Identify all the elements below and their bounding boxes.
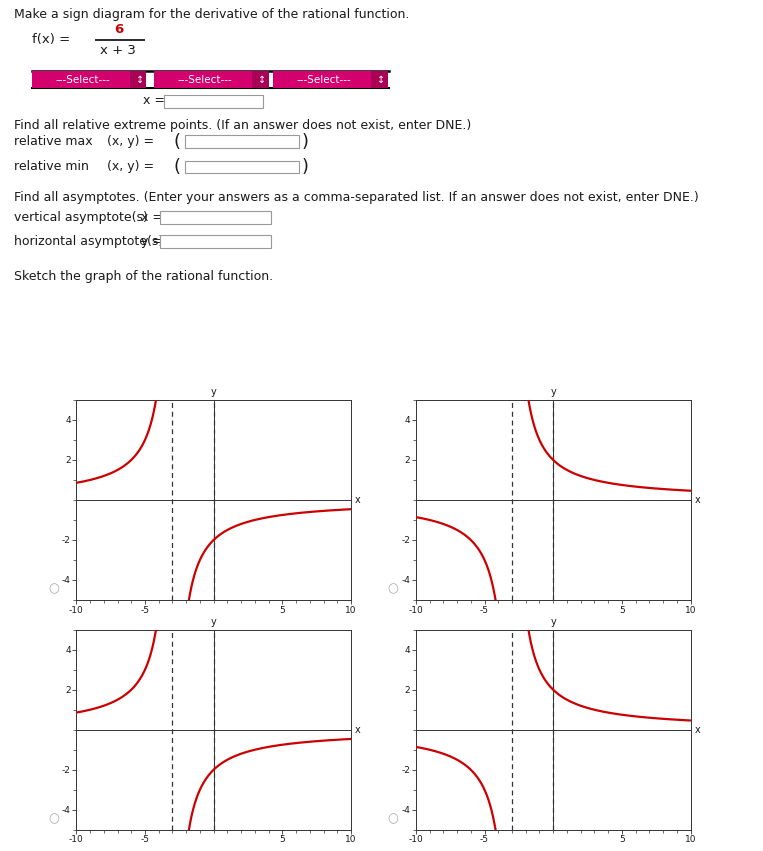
Text: y =: y = [141, 235, 163, 248]
Text: 6: 6 [114, 23, 123, 37]
Text: ↕: ↕ [136, 75, 144, 84]
Text: ○: ○ [388, 813, 398, 825]
Text: f(x) =: f(x) = [32, 33, 70, 46]
Text: y: y [211, 617, 217, 626]
Text: x =: x = [143, 94, 166, 107]
FancyBboxPatch shape [160, 235, 271, 248]
FancyBboxPatch shape [371, 71, 388, 88]
Text: ○: ○ [388, 583, 398, 596]
Text: Find all asymptotes. (Enter your answers as a comma-separated list. If an answer: Find all asymptotes. (Enter your answers… [14, 191, 698, 203]
Text: (: ( [173, 133, 181, 151]
FancyBboxPatch shape [130, 71, 146, 88]
Text: y: y [211, 387, 217, 397]
Text: y: y [550, 387, 556, 397]
Text: horizontal asymptote(s): horizontal asymptote(s) [14, 235, 163, 248]
Text: x + 3: x + 3 [100, 44, 137, 57]
Text: ↕: ↕ [258, 75, 266, 84]
FancyBboxPatch shape [160, 211, 271, 224]
Text: x: x [355, 495, 361, 505]
Text: ○: ○ [48, 813, 59, 825]
Text: x =: x = [141, 211, 163, 224]
Text: Find all relative extreme points. (If an answer does not exist, enter DNE.): Find all relative extreme points. (If an… [14, 119, 471, 132]
FancyBboxPatch shape [154, 71, 267, 88]
Text: (: ( [173, 158, 181, 176]
Text: Make a sign diagram for the derivative of the rational function.: Make a sign diagram for the derivative o… [14, 8, 409, 21]
FancyBboxPatch shape [273, 71, 386, 88]
Text: ---Select---: ---Select--- [56, 75, 110, 84]
FancyBboxPatch shape [185, 135, 299, 148]
Text: x: x [694, 725, 700, 734]
Text: x: x [355, 725, 361, 734]
Text: Sketch the graph of the rational function.: Sketch the graph of the rational functio… [14, 270, 273, 283]
Text: (x, y) =: (x, y) = [107, 161, 154, 174]
Text: ): ) [301, 158, 309, 176]
FancyBboxPatch shape [32, 71, 145, 88]
Text: ---Select---: ---Select--- [178, 75, 232, 84]
Text: relative max: relative max [14, 135, 92, 148]
Text: (x, y) =: (x, y) = [107, 135, 154, 148]
Text: x: x [694, 495, 700, 505]
Text: relative min: relative min [14, 161, 89, 174]
Text: y: y [550, 617, 556, 626]
Text: ): ) [301, 133, 309, 151]
Text: vertical asymptote(s): vertical asymptote(s) [14, 211, 147, 224]
Text: ↕: ↕ [377, 75, 385, 84]
FancyBboxPatch shape [185, 161, 299, 174]
Text: ---Select---: ---Select--- [297, 75, 351, 84]
FancyBboxPatch shape [164, 95, 263, 107]
FancyBboxPatch shape [252, 71, 269, 88]
Text: ○: ○ [48, 583, 59, 596]
